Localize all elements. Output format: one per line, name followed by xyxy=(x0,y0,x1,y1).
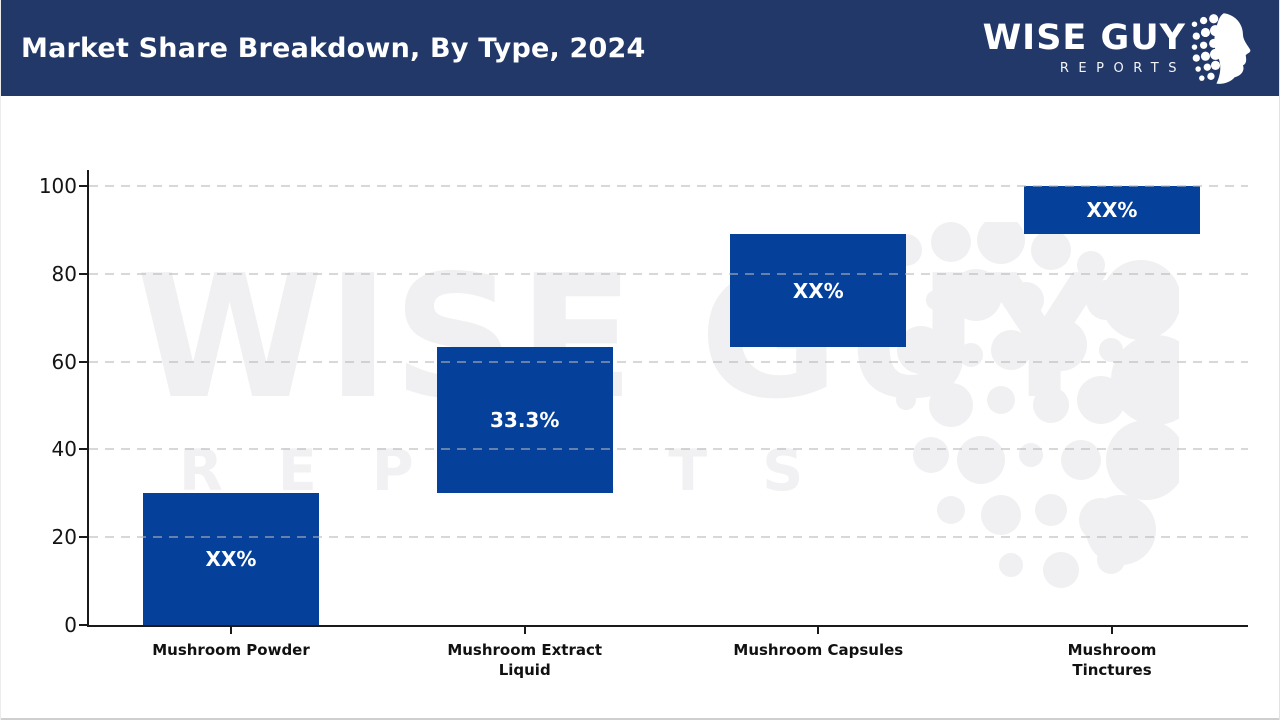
y-tick-label-100: 100 xyxy=(38,174,77,198)
bar-value-label: 33.3% xyxy=(489,408,560,433)
x-category-label: Mushroom Capsules xyxy=(733,641,904,659)
logo-wordmark: WISE GUY xyxy=(982,17,1186,58)
bar-value-label: XX% xyxy=(792,278,844,303)
logo-subtext: REPORTS xyxy=(1059,60,1186,76)
gridline-100 xyxy=(89,185,1248,187)
x-category-label: Mushroom Powder xyxy=(152,641,310,659)
x-axis-line xyxy=(87,625,1248,627)
y-tick-mark-0 xyxy=(79,624,87,626)
gridline-40 xyxy=(89,448,1248,451)
y-tick-mark-20 xyxy=(79,536,87,539)
y-tick-label-80: 80 xyxy=(51,261,77,286)
header: Market Share Breakdown, By Type, 2024 WI… xyxy=(1,0,1279,96)
x-tick-mark xyxy=(230,626,232,634)
brand-logo: WISE GUY REPORTS xyxy=(983,11,1253,85)
logo-text: WISE GUY REPORTS xyxy=(982,17,1186,76)
x-category-label: Mushroom Tinctures xyxy=(1067,641,1157,680)
y-tick-mark-40 xyxy=(79,448,87,451)
x-tick-mark xyxy=(1111,626,1113,634)
bar-value-label: XX% xyxy=(1086,198,1138,223)
x-category-label: Mushroom Extract Liquid xyxy=(447,641,603,680)
x-tick-mark xyxy=(523,626,526,634)
gridline-80 xyxy=(89,272,1248,275)
y-tick-mark-60 xyxy=(79,360,87,363)
logo-face-icon xyxy=(1191,13,1251,84)
bar-segment: XX% xyxy=(143,493,319,625)
bar-segment: XX% xyxy=(1024,186,1200,235)
y-tick-label-0: 0 xyxy=(64,613,77,637)
bar-segment: XX% xyxy=(730,234,907,348)
y-tick-mark-100 xyxy=(79,185,87,187)
bottom-border xyxy=(1,718,1279,720)
page-title: Market Share Breakdown, By Type, 2024 xyxy=(21,32,646,64)
y-tick-label-60: 60 xyxy=(51,349,77,374)
bar-value-label: XX% xyxy=(205,547,257,572)
gridline-20 xyxy=(89,536,1248,539)
y-tick-label-40: 40 xyxy=(51,437,77,462)
bar-segment: 33.3% xyxy=(436,347,613,494)
x-tick-mark xyxy=(817,626,820,634)
y-axis-line xyxy=(87,170,89,627)
y-tick-label-20: 20 xyxy=(51,525,77,550)
gridline-60 xyxy=(89,360,1248,363)
y-tick-mark-80 xyxy=(79,272,87,275)
